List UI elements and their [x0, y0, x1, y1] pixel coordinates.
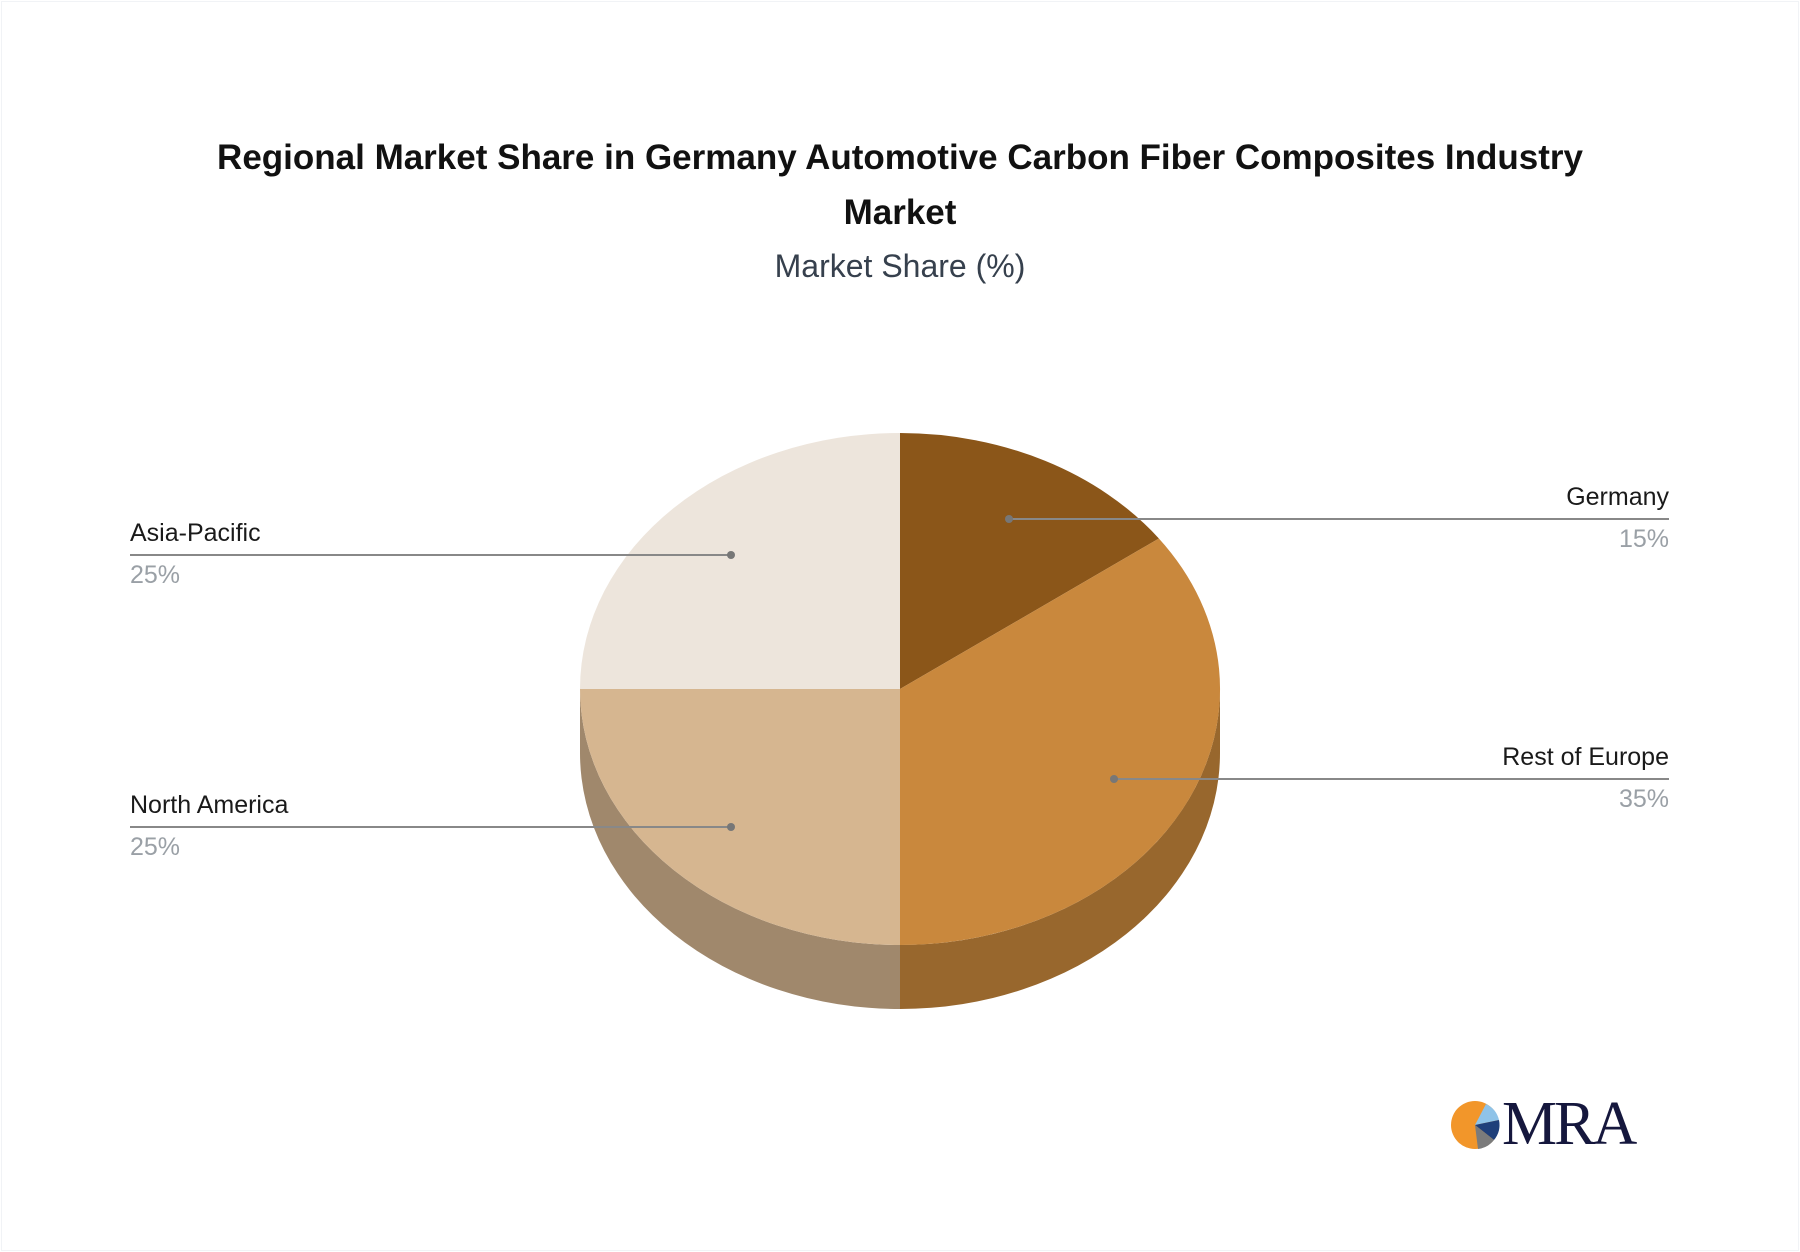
pie-slice-rest-of-europe[interactable]	[900, 538, 1221, 946]
value-germany: 15%	[1618, 525, 1669, 553]
pie-side-rest-of-europe	[900, 689, 1220, 1009]
label-rest-of-europe: Rest of Europe	[1502, 743, 1669, 771]
pie-slice-asia-pacific[interactable]	[580, 433, 900, 689]
chart-title: Regional Market Share in Germany Automot…	[150, 130, 1650, 240]
value-north-america: 25%	[130, 833, 181, 861]
leader-line-asia-pacific	[130, 551, 735, 559]
chart-title-line1: Regional Market Share in Germany Automot…	[217, 138, 1583, 177]
label-germany: Germany	[1566, 483, 1669, 511]
pie-slice-germany[interactable]	[900, 433, 1159, 689]
mra-logo: MRA	[1450, 1092, 1640, 1156]
leader-line-germany	[1005, 515, 1669, 523]
label-asia-pacific: Asia-Pacific	[130, 519, 261, 547]
value-rest-of-europe: 35%	[1618, 785, 1669, 813]
pie-slice-north-america[interactable]	[580, 689, 900, 945]
chart-title-line2: Market	[843, 193, 957, 232]
leader-line-rest-of-europe	[1110, 775, 1669, 783]
leader-line-north-america	[130, 823, 735, 831]
value-asia-pacific: 25%	[130, 561, 181, 589]
label-north-america: North America	[130, 791, 289, 819]
chart-subtitle: Market Share (%)	[774, 248, 1026, 284]
logo-text: MRA	[1502, 1090, 1637, 1158]
pie-side-north-america	[580, 689, 900, 1009]
logo-pie-icon	[1451, 1101, 1500, 1149]
